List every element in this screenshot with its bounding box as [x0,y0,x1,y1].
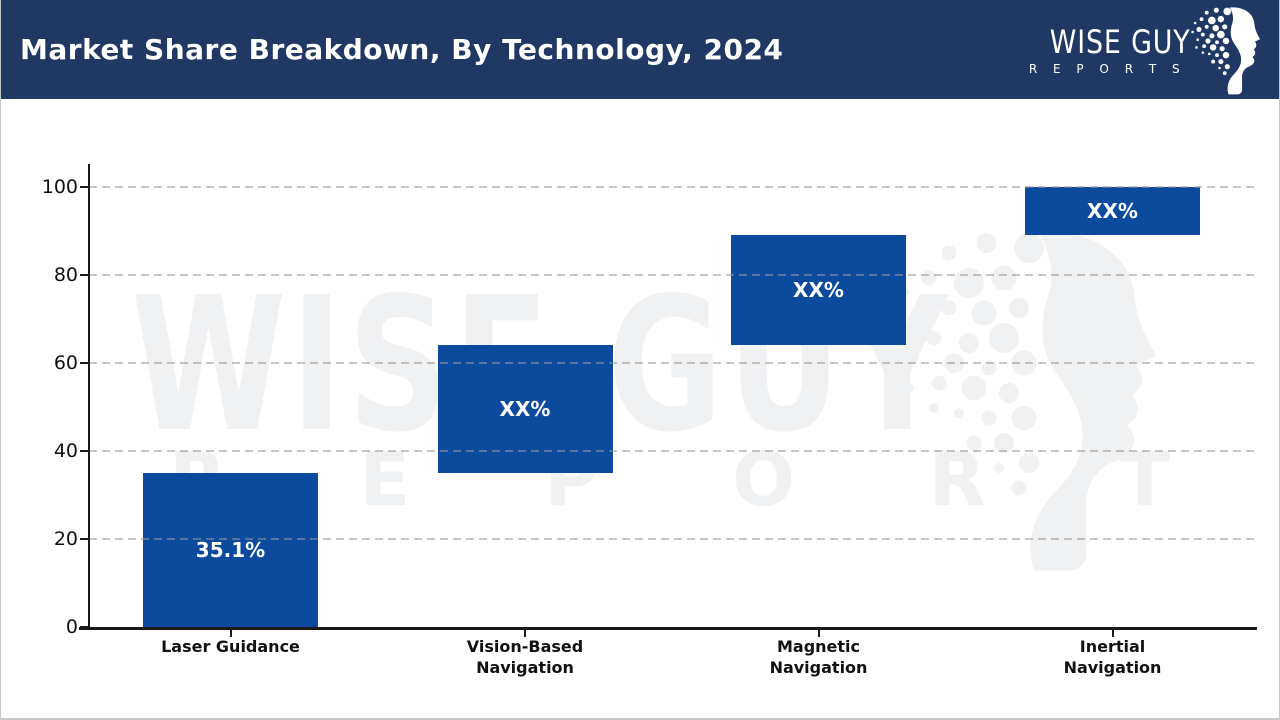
bar-laser-guidance [143,472,318,627]
bar-value-label: XX% [499,396,551,421]
x-axis-label-line: Vision-Based [466,637,584,656]
bar-value-label: XX% [793,277,844,302]
x-axis-label-line: Magnetic [776,637,861,656]
x-tick-mark [524,629,526,637]
x-axis-label-1: Laser Guidance [111,636,351,657]
x-axis-label-line: Laser Guidance [161,637,300,656]
x-axis-label-line: Navigation [1063,658,1162,677]
gridline-100 [89,186,1257,188]
bar-value-label: 35.1% [195,537,266,562]
y-axis-spine [87,164,90,630]
y-tick-label-100: 100 [41,176,78,198]
chart-title: Market Share Breakdown, By Technology, 2… [20,33,784,66]
y-tick-mark-20 [80,538,89,540]
bar-magnetic-navigation [731,234,906,345]
chart: WISE GUY R E P O R T S 02040608010035.1%… [1,99,1279,718]
y-tick-mark-40 [80,450,89,452]
x-axis-label-4: Inertial Navigation [993,636,1233,678]
logo-wiseguy-text: WISE GUY [1050,23,1191,61]
y-tick-label-0: 0 [65,616,78,638]
y-tick-label-20: 20 [53,528,78,550]
x-tick-mark [229,629,232,637]
y-tick-mark-80 [80,274,89,276]
bar-value-label: XX% [1087,198,1138,223]
y-tick-label-40: 40 [53,440,78,462]
y-tick-mark-60 [80,362,89,364]
x-axis-label-line: Inertial [1079,637,1146,656]
gridline-40 [89,450,1257,452]
logo-reports-text: R E P O R T S [1028,62,1186,76]
gridline-80 [89,274,1257,276]
gridline-20 [89,538,1257,540]
header: Market Share Breakdown, By Technology, 2… [1,0,1279,99]
bar-inertial-navigation [1025,187,1200,235]
y-tick-mark-100 [80,186,89,188]
x-tick-mark [817,629,820,637]
x-axis-label-line: Navigation [476,658,574,677]
x-axis-label-line: Navigation [769,658,868,677]
wiseguy-logo: WISE GUY R E P O R T S [1023,5,1279,95]
x-tick-mark [1111,629,1114,637]
x-axis-label-2: Vision-Based Navigation [405,636,645,678]
x-axis-spine [79,627,1257,630]
y-tick-label-60: 60 [53,352,78,374]
x-axis-label-3: Magnetic Navigation [699,636,939,678]
gridline-60 [89,362,1257,364]
y-tick-label-80: 80 [53,264,78,286]
wiseguy-face-icon [1187,5,1265,95]
